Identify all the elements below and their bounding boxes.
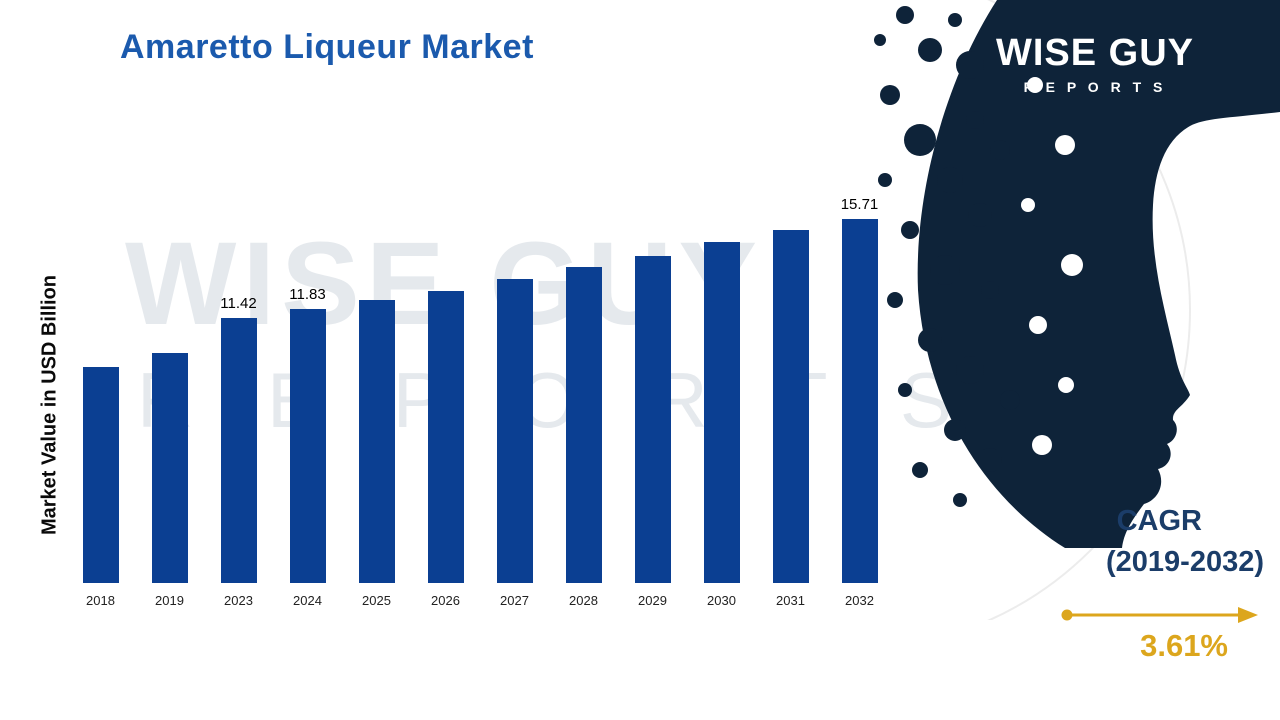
x-axis-label: 2031	[776, 593, 805, 608]
x-axis-label: 2030	[707, 593, 736, 608]
face-profile-silhouette	[917, 0, 1280, 548]
bar	[496, 279, 533, 583]
x-axis-label: 2027	[500, 593, 529, 608]
x-axis-label: 2024	[293, 593, 322, 608]
bar-value-label: 11.42	[220, 295, 257, 312]
x-axis-label: 2023	[224, 593, 253, 608]
bar	[82, 367, 119, 583]
bar-group: 2018	[66, 137, 135, 608]
bar	[772, 230, 809, 583]
brand-logo-line2: R E P O R T S	[1023, 79, 1167, 95]
x-axis-label: 2019	[155, 593, 184, 608]
cagr-label-line1: CAGR	[1116, 505, 1202, 537]
bar	[565, 267, 602, 583]
faint-circle-outline	[987, 0, 1191, 620]
cagr-label: CAGR (2019-2032)	[1106, 505, 1264, 579]
bar	[220, 318, 257, 583]
cagr-arrow-icon	[1061, 607, 1258, 623]
page-title: Amaretto Liqueur Market	[120, 28, 534, 66]
bar-group: 15.71 2032	[825, 137, 894, 608]
cagr-value: 3.61%	[1140, 628, 1228, 663]
bar-group: 11.83 2024	[273, 137, 342, 608]
dot-pattern-white	[1021, 77, 1083, 455]
bar	[841, 219, 878, 583]
bar-group: 2028	[549, 137, 618, 608]
brand-logo-line1: WISE GUY	[995, 32, 1194, 74]
bar-value-label: 11.83	[289, 286, 326, 303]
brand-graphic	[874, 0, 1280, 620]
bar	[151, 353, 188, 583]
bar-group: 2030	[687, 137, 756, 608]
bar-value-label: 15.71	[840, 196, 879, 213]
cagr-label-line2: (2019-2032)	[1106, 546, 1264, 578]
bar-group: 2025	[342, 137, 411, 608]
x-axis-label: 2028	[569, 593, 598, 608]
x-axis-label: 2018	[86, 593, 115, 608]
x-axis-label: 2026	[431, 593, 460, 608]
bar	[634, 256, 671, 583]
bar-group: 11.42 2023	[204, 137, 273, 608]
bar-group: 2019	[135, 137, 204, 608]
bar	[358, 300, 395, 583]
bar	[427, 291, 464, 583]
x-axis-label: 2032	[845, 593, 874, 608]
bar	[703, 242, 740, 583]
bar-group: 2029	[618, 137, 687, 608]
bar-chart: 2018 2019 11.42 2023 11.83 2024 2025 2026 2027 20…	[66, 137, 894, 608]
x-axis-label: 2025	[362, 593, 391, 608]
bar-group: 2026	[411, 137, 480, 608]
bar-group: 2027	[480, 137, 549, 608]
dot-pattern-navy	[874, 6, 1020, 507]
y-axis-label: Market Value in USD Billion	[38, 274, 61, 536]
bar-group: 2031	[756, 137, 825, 608]
x-axis-label: 2029	[638, 593, 667, 608]
bar	[289, 309, 326, 583]
brand-logo: WISE GUY R E P O R T S	[996, 34, 1194, 95]
